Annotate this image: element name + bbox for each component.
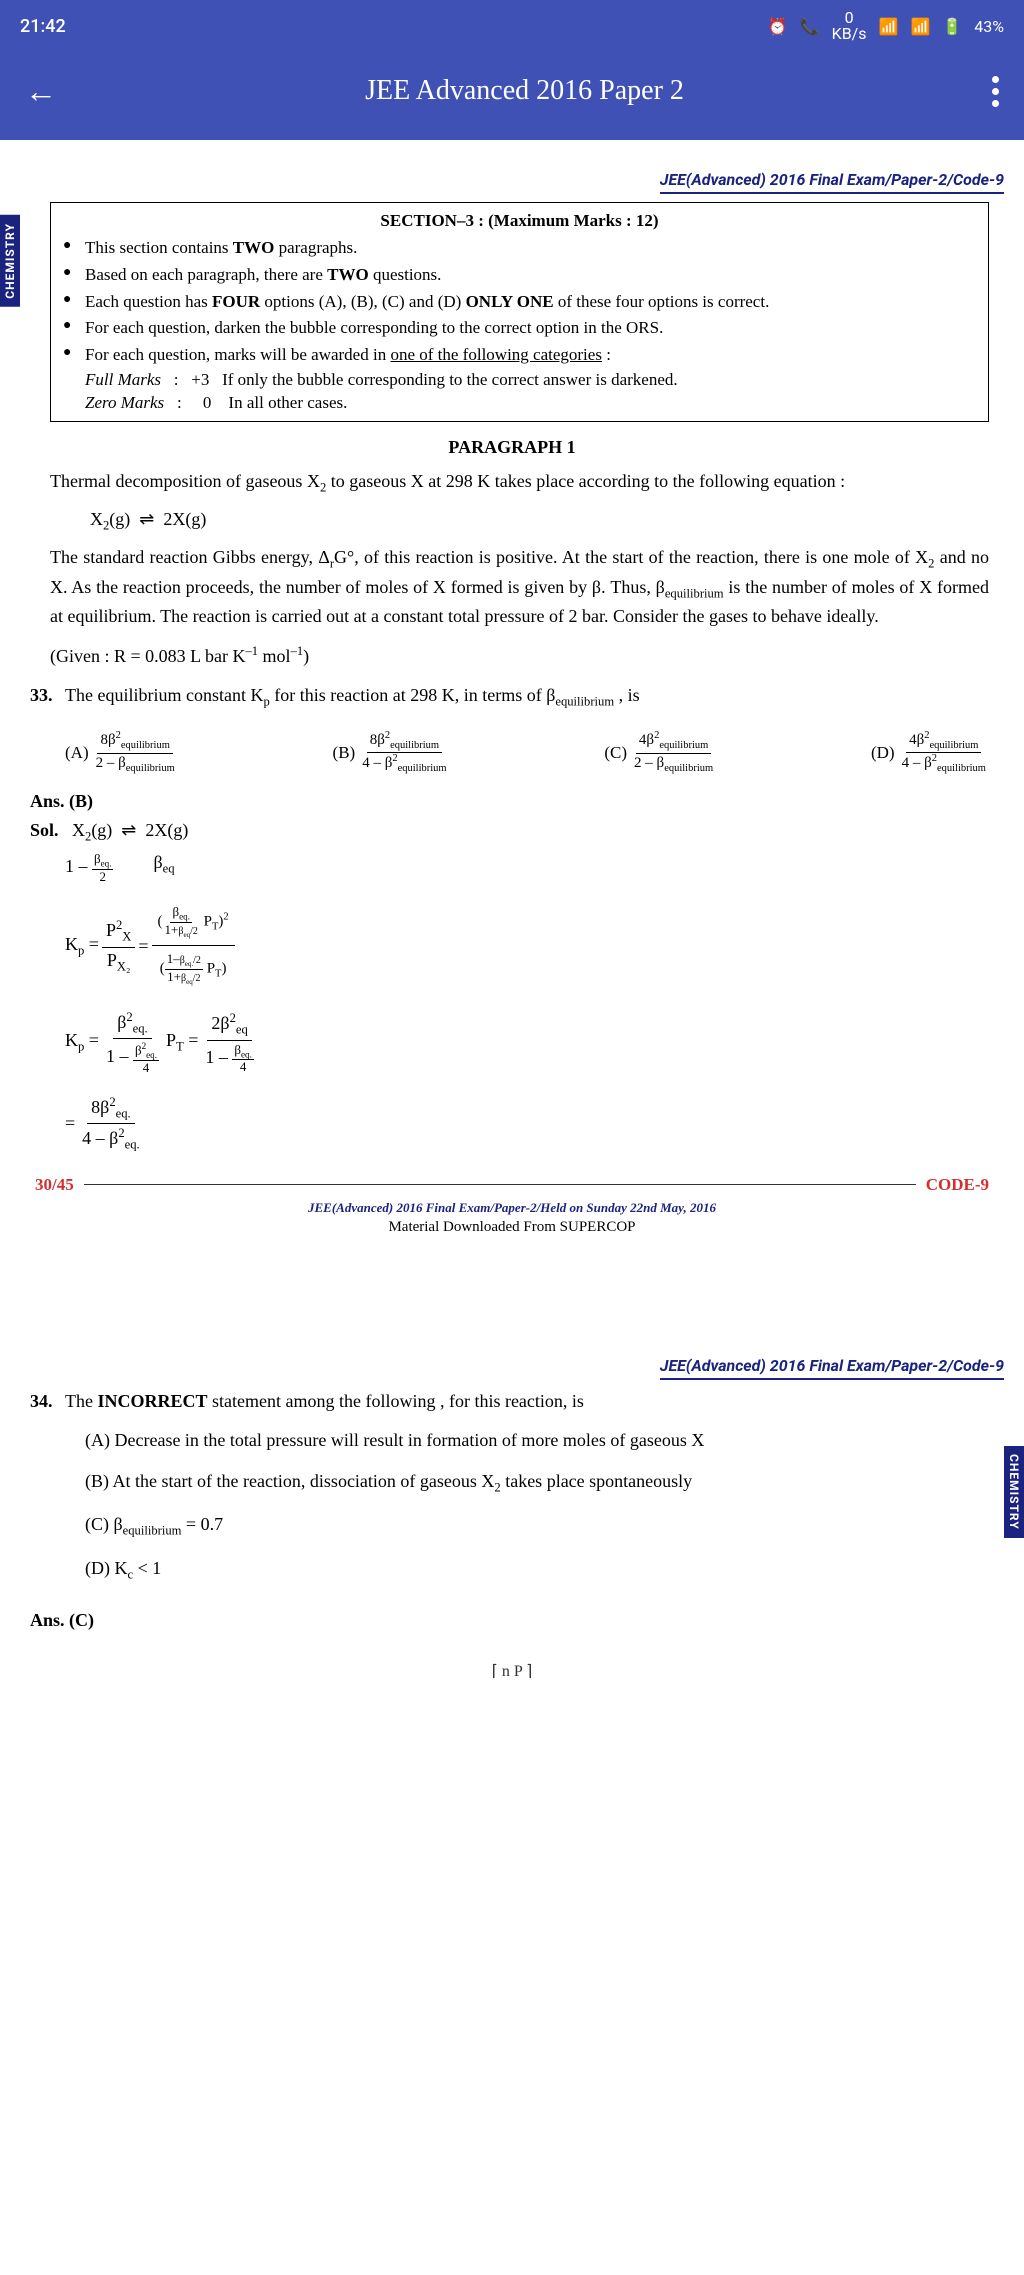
alarm-icon: ⏰ xyxy=(768,17,788,36)
paragraph-text: Thermal decomposition of gaseous X2 to g… xyxy=(50,468,989,497)
battery-icon: 🔋 xyxy=(942,17,962,36)
option-a[interactable]: (A) Decrease in the total pressure will … xyxy=(85,1427,989,1454)
solution-content: 1 – βeq.2 βeq Kp = P2X PX₂ = (βeq.1+βeq/… xyxy=(65,852,989,1155)
paragraph-text-2: The standard reaction Gibbs energy, ΔrG°… xyxy=(50,544,989,630)
options-row: (A) 8β2equilibrium2 – βequilibrium (B) 8… xyxy=(65,730,989,776)
page-footer: 30/45 CODE-9 xyxy=(35,1175,989,1195)
cut-off-text: ⌈ n P ⌉ xyxy=(20,1661,1004,1681)
page-content: JEE(Advanced) 2016 Final Exam/Paper-2/Co… xyxy=(0,140,1024,1246)
page-number: 30/45 xyxy=(35,1175,74,1195)
more-menu-button[interactable] xyxy=(992,76,999,107)
data-rate: 0 KB/s xyxy=(832,10,867,42)
question-number: 34. xyxy=(30,1388,65,1598)
option-a[interactable]: (A) 8β2equilibrium2 – βequilibrium xyxy=(65,730,178,776)
full-marks-row: Full Marks : +3 If only the bubble corre… xyxy=(63,370,976,390)
solution-label: Sol. xyxy=(30,820,59,840)
zero-marks-row: Zero Marks : 0 In all other cases. xyxy=(63,393,976,413)
instruction-list: This section contains TWO paragraphs. Ba… xyxy=(63,236,976,367)
wifi-icon: 📶 xyxy=(879,17,899,36)
code-label: CODE-9 xyxy=(926,1175,989,1195)
exam-header: JEE(Advanced) 2016 Final Exam/Paper-2/Co… xyxy=(660,170,1004,194)
app-title: JEE Advanced 2016 Paper 2 xyxy=(57,75,992,107)
question-number: 33. xyxy=(30,682,65,711)
app-bar: ← JEE Advanced 2016 Paper 2 xyxy=(0,52,1024,140)
equation: X2(g) ⇌ 2X(g) xyxy=(90,509,1004,534)
status-time: 21:42 xyxy=(20,16,66,37)
instruction-item: Each question has FOUR options (A), (B),… xyxy=(63,290,976,314)
question-text: The equilibrium constant Kp for this rea… xyxy=(65,682,989,711)
solution-33: Sol. X2(g) ⇌ 2X(g) 1 – βeq.2 βeq Kp = P2… xyxy=(30,820,989,1155)
status-bar: 21:42 ⏰ 📞 0 KB/s 📶 📶 🔋 43% xyxy=(0,0,1024,52)
option-b[interactable]: (B) 8β2equilibrium4 – β2equilibrium xyxy=(333,730,450,776)
option-c[interactable]: (C) βequilibrium = 0.7 xyxy=(85,1511,989,1540)
option-c[interactable]: (C) 4β2equilibrium2 – βequilibrium xyxy=(604,730,716,776)
instruction-item: This section contains TWO paragraphs. xyxy=(63,236,976,260)
footer-source: Material Downloaded From SUPERCOP xyxy=(20,1219,1004,1236)
instruction-item: Based on each paragraph, there are TWO q… xyxy=(63,263,976,287)
options-list: (A) Decrease in the total pressure will … xyxy=(85,1427,989,1584)
call-icon: 📞 xyxy=(800,17,820,36)
option-b[interactable]: (B) At the start of the reaction, dissoc… xyxy=(85,1468,989,1497)
section-instructions: SECTION–3 : (Maximum Marks : 12) This se… xyxy=(50,202,989,422)
subject-tab: CHEMISTRY xyxy=(0,215,20,307)
instruction-item: For each question, marks will be awarded… xyxy=(63,343,976,367)
paragraph-title: PARAGRAPH 1 xyxy=(20,437,1004,458)
section-title: SECTION–3 : (Maximum Marks : 12) xyxy=(63,211,976,231)
question-34: 34. The INCORRECT statement among the fo… xyxy=(30,1388,989,1598)
battery-percent: 43% xyxy=(974,17,1004,36)
subject-tab-right: CHEMISTRY xyxy=(1004,1446,1024,1538)
question-33: 33. The equilibrium constant Kp for this… xyxy=(30,682,989,711)
question-text: The INCORRECT statement among the follow… xyxy=(65,1388,989,1598)
answer-34: Ans. (C) xyxy=(30,1610,989,1631)
page-content-2: JEE(Advanced) 2016 Final Exam/Paper-2/Co… xyxy=(0,1326,1024,1691)
option-d[interactable]: (D) Kc < 1 xyxy=(85,1555,989,1584)
back-button[interactable]: ← xyxy=(25,72,57,110)
option-d[interactable]: (D) 4β2equilibrium4 – β2equilibrium xyxy=(871,730,989,776)
status-icons: ⏰ 📞 0 KB/s 📶 📶 🔋 43% xyxy=(768,10,1004,42)
exam-header-2: JEE(Advanced) 2016 Final Exam/Paper-2/Co… xyxy=(660,1356,1004,1380)
answer-33: Ans. (B) xyxy=(30,791,989,812)
given-data: (Given : R = 0.083 L bar K–1 mol–1) xyxy=(50,642,989,670)
instruction-item: For each question, darken the bubble cor… xyxy=(63,316,976,340)
signal-icon: 📶 xyxy=(910,17,930,36)
footer-exam-info: JEE(Advanced) 2016 Final Exam/Paper-2/He… xyxy=(20,1200,1004,1216)
